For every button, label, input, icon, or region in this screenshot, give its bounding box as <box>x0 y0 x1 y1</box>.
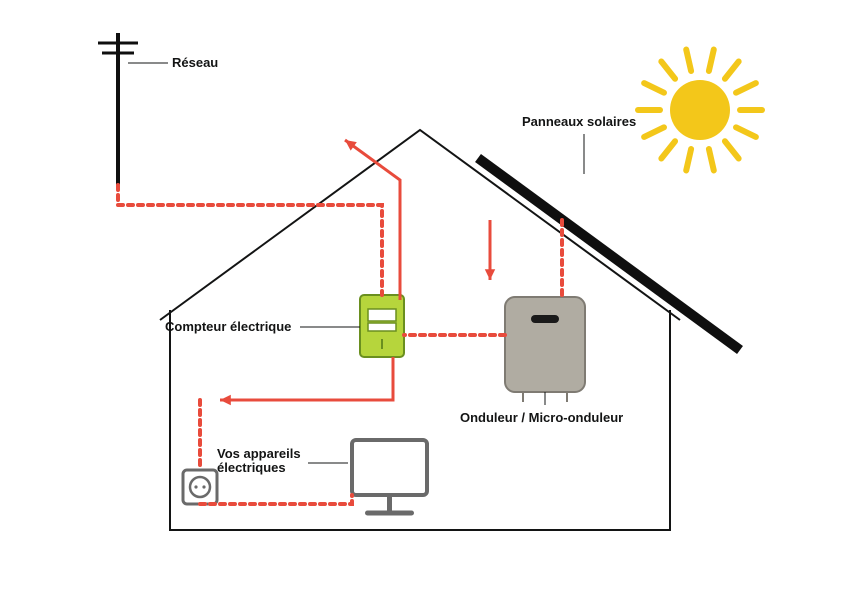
sun-icon <box>638 50 762 171</box>
solar-diagram: Réseau Panneaux solaires Compteur électriq… <box>0 0 842 595</box>
outlet-icon <box>183 470 217 504</box>
grid-label: Réseau <box>172 55 218 70</box>
inverter-icon <box>505 297 585 402</box>
meter-label: Compteur électrique <box>165 319 291 334</box>
electric-meter-icon <box>360 295 404 357</box>
flow-grid-to-meter <box>118 185 382 295</box>
panels-label: Panneaux solaires <box>522 114 636 129</box>
devices-label: Vos appareilsélectriques <box>217 446 301 475</box>
inverter-label: Onduleur / Micro-onduleur <box>460 410 623 425</box>
monitor-icon <box>352 440 427 513</box>
flow-panel-arrow-head <box>485 269 495 280</box>
flow-meter-to-house <box>220 357 393 400</box>
flow-meter-to-house-head <box>220 395 231 405</box>
flow-outlet-to-monitor <box>200 495 352 504</box>
grid-pole-icon <box>98 33 138 185</box>
